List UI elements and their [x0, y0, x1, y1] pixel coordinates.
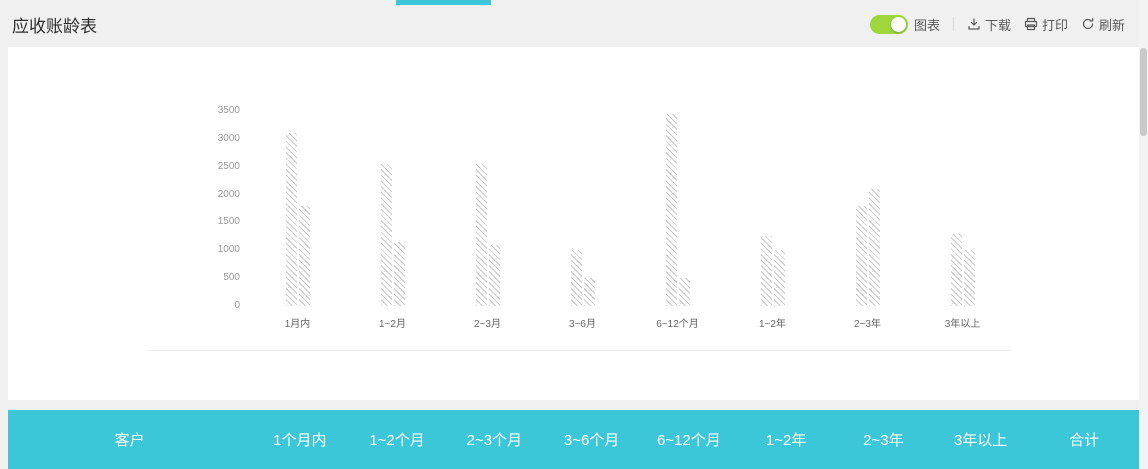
download-label: 下载: [984, 17, 1011, 33]
y-axis-tick: 3000: [217, 132, 240, 144]
chart-panel: 0 500 1000 1500 2000 2500 3000 3500 1月内 1~2月 2~3月…: [8, 47, 1139, 400]
x-axis-label: 1~2年: [759, 319, 786, 330]
table-column-header: 1个月内: [273, 432, 327, 449]
toggle-knob: [890, 16, 906, 32]
chart-toggle[interactable]: [869, 14, 908, 34]
download-button[interactable]: 下载: [967, 15, 1011, 34]
bar-group: [820, 111, 915, 306]
bar-group: [440, 111, 535, 306]
y-axis-tick: 500: [223, 272, 240, 284]
header-controls: 图表 下载 打印 刷新: [869, 14, 1125, 34]
print-button[interactable]: 打印: [1024, 15, 1068, 34]
panel-divider: [148, 350, 1010, 351]
x-axis-label: 1月内: [284, 319, 311, 330]
y-axis-tick: 1500: [217, 216, 240, 228]
bar[interactable]: [773, 250, 785, 306]
bar[interactable]: [665, 114, 677, 306]
table-column-header: 3年以上: [953, 432, 1008, 449]
bar-group: [250, 111, 345, 306]
bar[interactable]: [950, 234, 962, 306]
top-progress-bar: [396, 0, 491, 5]
bar[interactable]: [855, 206, 867, 306]
download-icon: [968, 18, 980, 30]
y-axis-tick: 1000: [217, 244, 240, 256]
y-axis-tick: 0: [234, 300, 240, 311]
bar[interactable]: [475, 164, 487, 306]
scrollbar-thumb[interactable]: [1140, 48, 1147, 136]
table-column-header: 1~2个月: [369, 432, 425, 449]
x-axis: 1月内 1~2月 2~3月 3~6月 6~12个月 1~2年 2~3年 3年以上: [250, 315, 1010, 330]
chart-toggle-group: 图表: [869, 14, 940, 34]
chart-toggle-label: 图表: [913, 17, 940, 33]
bar-group: [535, 111, 630, 306]
refresh-label: 刷新: [1098, 17, 1125, 33]
x-axis-label: 6~12个月: [656, 319, 699, 330]
bar[interactable]: [393, 242, 405, 306]
table-column-header: 合计: [1069, 432, 1100, 449]
table-column-header: 2~3个月: [466, 432, 523, 449]
table-column-header: 6~12个月: [656, 432, 721, 449]
bar[interactable]: [963, 250, 975, 306]
bar-group: [345, 111, 440, 306]
table-column-header: 1~2年: [765, 432, 807, 449]
x-axis-label: 1~2月: [379, 319, 406, 330]
bar-group: [630, 111, 725, 306]
bar[interactable]: [868, 189, 880, 306]
bar[interactable]: [583, 278, 595, 306]
y-axis-tick: 2500: [217, 160, 240, 172]
x-axis-label: 2~3月: [474, 319, 501, 330]
bar-group: [915, 111, 1010, 306]
bar[interactable]: [488, 245, 500, 306]
plot-area: [250, 111, 1010, 306]
scrollbar-track[interactable]: [1139, 0, 1148, 469]
bar[interactable]: [570, 250, 582, 306]
bar[interactable]: [380, 164, 392, 306]
refresh-button[interactable]: 刷新: [1081, 15, 1125, 34]
y-axis: 0 500 1000 1500 2000 2500 3000 3500: [204, 106, 250, 311]
bar[interactable]: [298, 206, 310, 306]
page-title: 应收账龄表: [12, 16, 97, 36]
y-axis-tick: 2000: [217, 188, 240, 200]
print-icon: [1024, 17, 1038, 31]
bar[interactable]: [678, 278, 690, 306]
x-axis-label: 3年以上: [944, 319, 981, 330]
page-header: 应收账龄表 图表 下载 打印 刷新: [0, 0, 1139, 48]
refresh-icon: [1082, 17, 1094, 30]
divider: [952, 17, 954, 31]
x-axis-label: 3~6月: [569, 319, 596, 330]
table-header-row: 客户 1个月内 1~2个月 2~3个月 3~6个月 6~12个月 1~2年 2~…: [8, 410, 1139, 469]
table-column-header: 客户: [114, 432, 145, 449]
table-column-header: 2~3年: [863, 432, 904, 449]
x-axis-label: 2~3年: [854, 319, 881, 330]
table-column-header: 3~6个月: [563, 432, 620, 449]
bar-chart: 0 500 1000 1500 2000 2500 3000 3500: [204, 106, 1139, 311]
y-axis-tick: 3500: [217, 105, 240, 116]
bar-group: [725, 111, 820, 306]
print-label: 打印: [1041, 17, 1068, 33]
bar[interactable]: [285, 133, 297, 306]
bar[interactable]: [760, 236, 772, 306]
